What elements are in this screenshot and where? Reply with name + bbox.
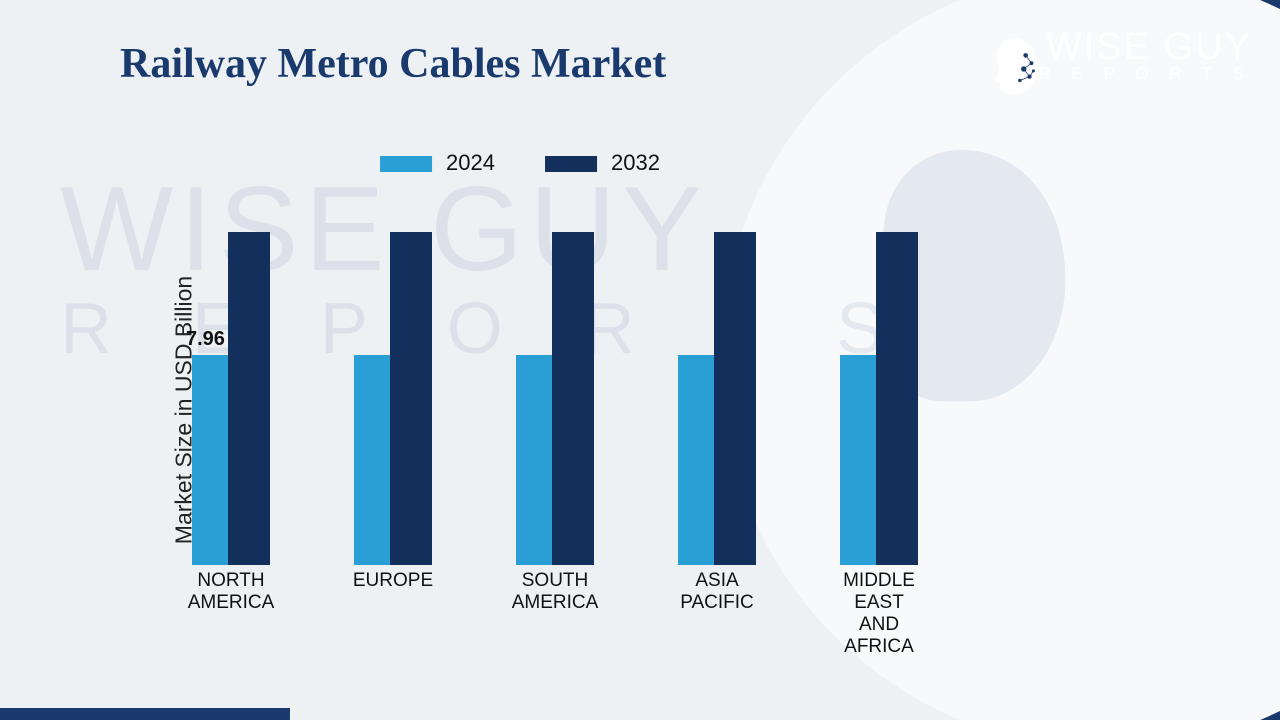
bar-2032 bbox=[552, 232, 594, 565]
value-label: 7.96 bbox=[186, 328, 225, 351]
bar-group bbox=[192, 195, 270, 565]
x-axis-category: EUROPE bbox=[318, 570, 468, 592]
bar-2032 bbox=[228, 232, 270, 565]
legend: 2024 2032 bbox=[380, 150, 660, 176]
bar-2032 bbox=[714, 232, 756, 565]
bar-group bbox=[354, 195, 432, 565]
logo-line1: WISE GUY bbox=[1038, 30, 1252, 64]
legend-item-2024: 2024 bbox=[380, 150, 495, 176]
legend-label-2032: 2032 bbox=[611, 150, 660, 175]
bar-2032 bbox=[390, 232, 432, 565]
x-axis-category: NORTHAMERICA bbox=[156, 570, 306, 614]
x-axis-category: ASIAPACIFIC bbox=[642, 570, 792, 614]
bar-group bbox=[516, 195, 594, 565]
x-axis-category: SOUTHAMERICA bbox=[480, 570, 630, 614]
chart-container: Market Size in USD Billion 2024 2032 7.9… bbox=[60, 150, 980, 670]
logo-head-icon bbox=[987, 36, 1045, 98]
legend-label-2024: 2024 bbox=[446, 150, 495, 175]
page-root: WISE GUY R E P O R T S WISE GUY R E P O … bbox=[0, 0, 1280, 720]
x-axis-category: MIDDLEEASTANDAFRICA bbox=[804, 570, 954, 657]
bar-group bbox=[840, 195, 918, 565]
logo-line2: R E P O R T S bbox=[1038, 66, 1252, 81]
legend-swatch-2032 bbox=[545, 156, 597, 172]
bottom-accent-bar bbox=[0, 708, 290, 720]
bar-2032 bbox=[876, 232, 918, 565]
bar-group bbox=[678, 195, 756, 565]
chart-title: Railway Metro Cables Market bbox=[120, 40, 666, 88]
legend-swatch-2024 bbox=[380, 156, 432, 172]
brand-logo: WISE GUY R E P O R T S bbox=[1038, 30, 1252, 81]
legend-item-2032: 2032 bbox=[545, 150, 660, 176]
plot-area: 7.96 bbox=[150, 195, 960, 565]
